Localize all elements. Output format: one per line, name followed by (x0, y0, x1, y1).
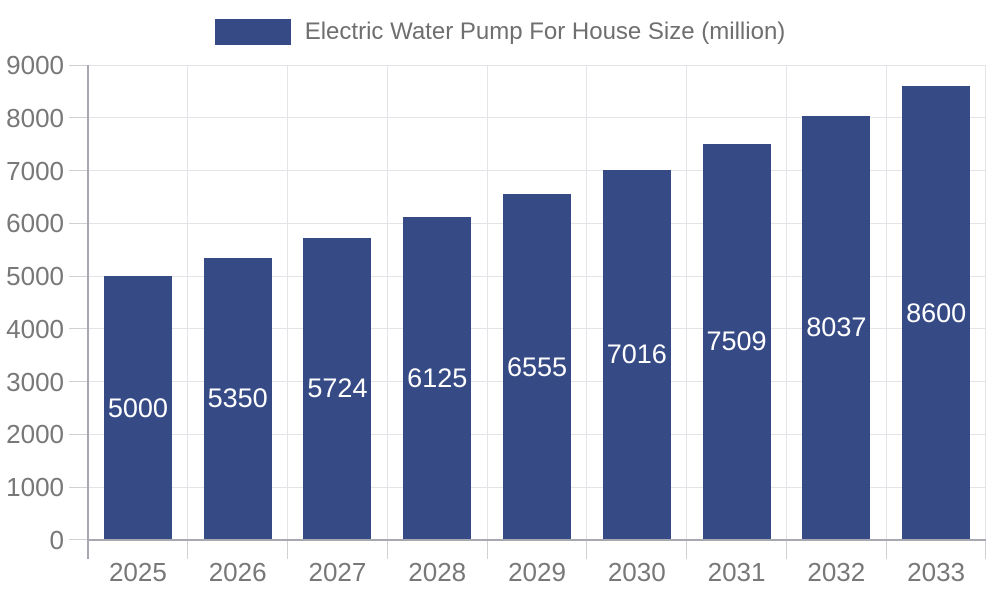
x-axis-category-label: 2028 (408, 557, 467, 587)
gridline-vertical (586, 65, 588, 540)
legend[interactable]: Electric Water Pump For House Size (mill… (0, 18, 1000, 46)
gridline-vertical (386, 65, 388, 540)
x-axis-tick (885, 540, 887, 559)
bar: 5724 (303, 237, 372, 540)
gridline-vertical (985, 65, 986, 540)
y-axis-tick-label: 4000 (6, 313, 64, 344)
legend-label: Electric Water Pump For House Size (mill… (304, 18, 786, 45)
gridline-horizontal (88, 65, 986, 66)
y-axis-tick-label: 8000 (6, 102, 64, 133)
x-axis-tick (686, 540, 688, 559)
gridline-vertical (686, 65, 688, 540)
x-axis-tick (486, 540, 488, 559)
x-axis-tick (287, 540, 289, 559)
bar: 6125 (403, 216, 472, 540)
y-axis-tick-label: 5000 (6, 261, 64, 292)
gridline-vertical (187, 65, 189, 540)
bar-value-label: 8600 (906, 297, 967, 328)
gridline-vertical (885, 65, 887, 540)
gridline-horizontal (88, 117, 986, 119)
bar: 7509 (702, 143, 771, 540)
x-axis-tick (985, 540, 986, 559)
x-axis-category-label: 2025 (108, 557, 167, 587)
bar-value-label: 5350 (207, 383, 268, 414)
y-axis-tick-label: 6000 (6, 208, 64, 239)
y-axis-tick-label: 3000 (6, 366, 64, 397)
gridline-horizontal (88, 170, 986, 172)
x-axis-category-label: 2029 (508, 557, 566, 587)
bar-value-label: 8037 (806, 312, 867, 343)
x-axis-tick (187, 540, 189, 559)
gridline-vertical (486, 65, 488, 540)
bar-value-label: 6555 (506, 351, 568, 382)
y-axis-tick (69, 117, 88, 119)
plot-area: 5000 5350 5724 6125 6555 7016 7509 8037 8600 (69, 65, 986, 559)
bar-value-label: 5724 (307, 373, 368, 404)
bar-value-label: 7509 (706, 326, 767, 357)
y-axis-tick (69, 539, 88, 540)
bar-value-label: 6125 (407, 362, 468, 393)
bar-value-label: 5000 (107, 392, 168, 423)
gridline-vertical (287, 65, 289, 540)
y-axis-tick (69, 433, 88, 435)
bar: 5000 (103, 276, 172, 540)
legend-swatch-icon (214, 19, 291, 45)
y-axis-tick (69, 328, 88, 330)
y-axis-tick (69, 486, 88, 488)
bar: 7016 (602, 169, 671, 540)
y-axis-tick (69, 222, 88, 224)
bar: 8600 (902, 86, 971, 540)
x-axis-category-label: 2031 (707, 557, 766, 587)
y-axis-tick (69, 65, 88, 66)
y-axis-tick-label: 1000 (6, 472, 64, 503)
y-axis-tick (69, 275, 88, 277)
y-axis-tick-label: 0 (49, 525, 64, 555)
x-axis-category-label: 2033 (907, 557, 966, 587)
y-axis-tick-label: 9000 (6, 50, 64, 80)
y-axis-tick (69, 381, 88, 383)
x-axis-category-label: 2030 (607, 557, 666, 587)
x-axis-tick (586, 540, 588, 559)
x-axis-line (87, 539, 986, 541)
y-axis-tick-label: 7000 (6, 155, 64, 186)
bar-value-label: 7016 (606, 339, 667, 370)
x-axis-category-label: 2027 (308, 557, 367, 587)
y-axis-tick-label: 2000 (6, 419, 64, 450)
x-axis-category-label: 2026 (208, 557, 267, 587)
bar: 8037 (802, 115, 871, 540)
bar: 5350 (203, 257, 272, 540)
y-axis-tick (69, 170, 88, 172)
x-axis-category-label: 2032 (807, 557, 866, 587)
gridline-vertical (785, 65, 787, 540)
x-axis-tick (785, 540, 787, 559)
y-axis-line (87, 65, 89, 559)
x-axis-tick (386, 540, 388, 559)
bar: 6555 (503, 194, 571, 540)
